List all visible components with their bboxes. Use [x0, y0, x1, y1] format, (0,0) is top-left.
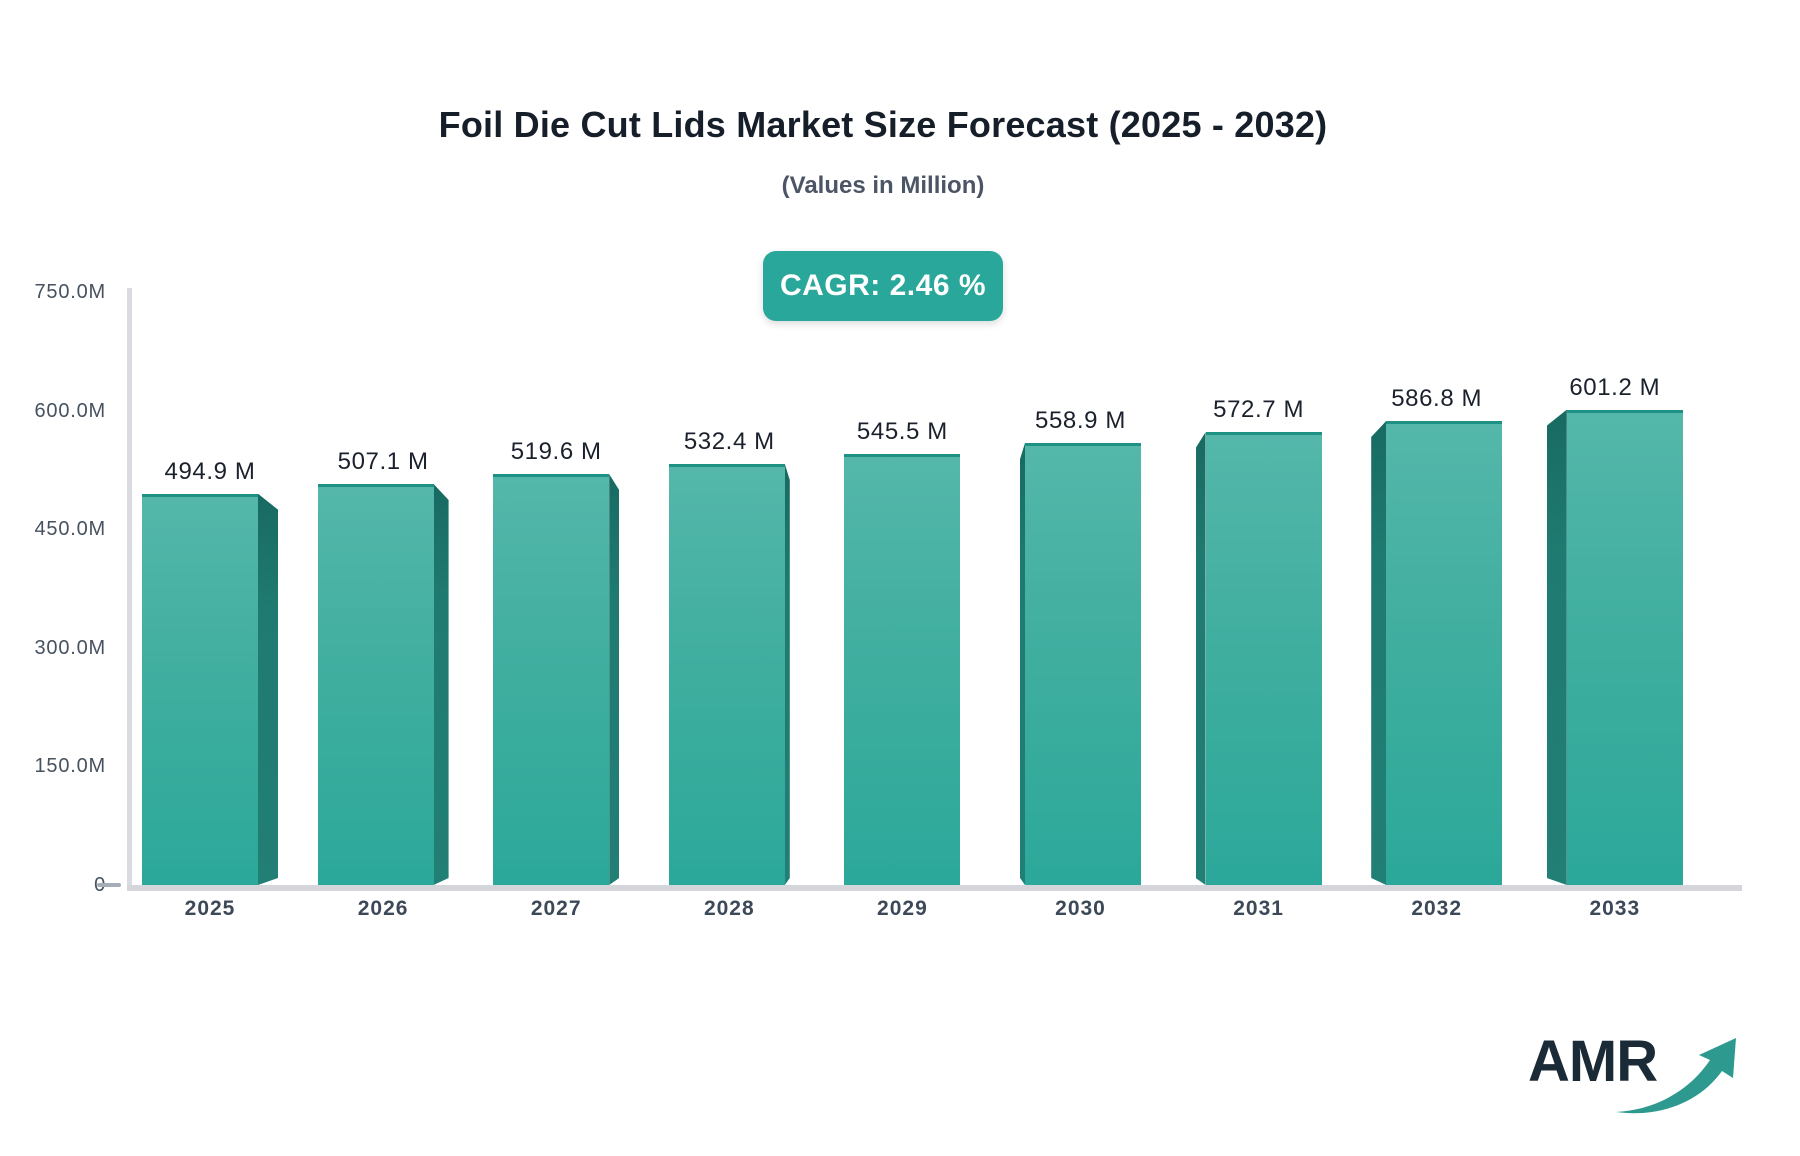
bar-2026 [317, 484, 449, 885]
bar-value-label: 558.9 M [1035, 407, 1126, 435]
bar-2033 [1547, 409, 1683, 885]
x-axis-label-2028: 2028 [703, 897, 755, 920]
x-axis-label-2026: 2026 [357, 897, 409, 920]
bar-face [493, 474, 610, 885]
zero-tick-mark [97, 883, 121, 887]
x-axis-label-2025: 2025 [184, 897, 236, 920]
y-axis-label: 450.0M [34, 518, 106, 541]
y-axis-label: 150.0M [34, 755, 106, 778]
x-axis-label-2031: 2031 [1233, 897, 1284, 920]
bar-side-face [258, 494, 278, 885]
bar-2030 [1020, 443, 1141, 885]
bar-2027 [493, 474, 619, 885]
amr-logo: AMR [1528, 1028, 1758, 1123]
x-axis-label-2027: 2027 [530, 897, 582, 920]
bar-2028 [668, 464, 790, 885]
amr-logo-arrow-icon [1616, 1038, 1736, 1114]
bar-value-label: 494.9 M [164, 457, 256, 485]
bar-2031 [1196, 432, 1322, 885]
bar-face [317, 484, 434, 885]
bar-face [1025, 443, 1141, 885]
bar-value-label: 601.2 M [1569, 373, 1661, 401]
bar-face [1566, 409, 1683, 885]
bar-side-face [1196, 432, 1206, 885]
bar-side-face [785, 464, 790, 885]
y-axis-label: 0 [0, 871, 106, 899]
y-axis-label: 600.0M [34, 399, 106, 422]
x-axis-label-2032: 2032 [1411, 897, 1463, 920]
chart-title: Foil Die Cut Lids Market Size Forecast (… [438, 104, 1328, 145]
bar-value-label: 545.5 M [856, 417, 948, 445]
bar-face [668, 464, 785, 885]
bar-side-face [1020, 443, 1025, 885]
bar-face [1205, 432, 1322, 885]
amr-logo-text: AMR [1528, 1029, 1658, 1094]
bar-value-label: 572.7 M [1213, 396, 1305, 424]
bar-value-label: 507.1 M [337, 448, 429, 476]
bar-value-label: 532.4 M [683, 428, 775, 456]
bar-2032 [1371, 421, 1503, 885]
x-axis-line [127, 885, 1742, 891]
cagr-badge: CAGR: 2.46 % [763, 251, 1003, 321]
y-axis-label: 750.0M [34, 281, 106, 303]
x-axis-label-2030: 2030 [1055, 897, 1106, 920]
chart-subtitle: (Values in Million) [781, 172, 985, 199]
y-axis-line [127, 288, 132, 888]
bar-face [142, 493, 258, 885]
x-axis-label-2029: 2029 [877, 897, 928, 920]
bar-value-label: 519.6 M [510, 438, 602, 466]
bar-side-face [1371, 421, 1386, 885]
bar-face [1386, 421, 1503, 885]
y-axis-label: 300.0M [34, 636, 106, 659]
bar-value-label: 586.8 M [1391, 385, 1483, 413]
bar-face [844, 453, 961, 885]
bar-side-face [609, 474, 619, 885]
bar-2025 [142, 493, 278, 885]
bar-side-face [434, 484, 449, 885]
bar-side-face [1547, 410, 1567, 885]
bar-2029 [844, 453, 961, 885]
x-axis-label-2033: 2033 [1589, 897, 1641, 920]
